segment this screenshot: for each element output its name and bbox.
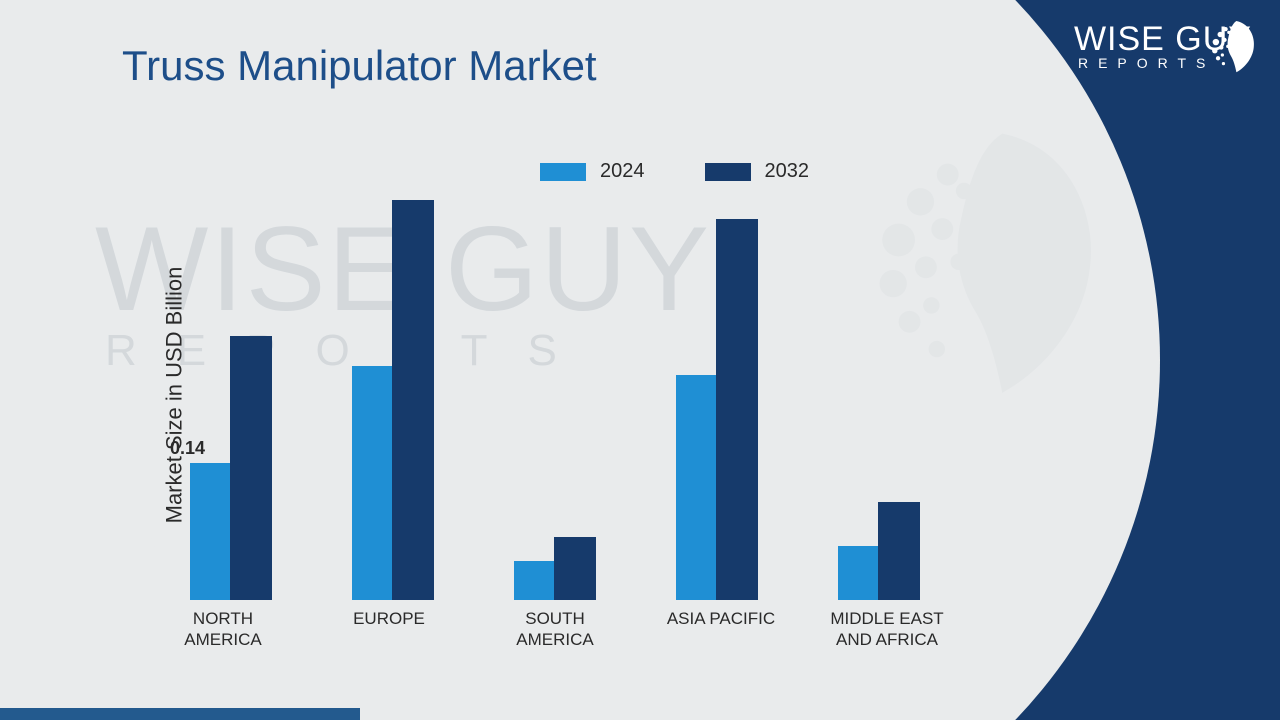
legend-swatch-2032 [705,163,751,181]
x-tick-label: EUROPE [329,600,449,651]
x-tick-label: ASIA PACIFIC [661,600,781,651]
logo-head-icon [1204,18,1258,78]
bar-2032 [392,200,434,600]
bar-2024 [190,463,232,600]
bar-group [514,537,596,600]
x-tick-label: MIDDLE EAST AND AFRICA [827,600,947,651]
bar-group [838,502,920,600]
legend-label-2032: 2032 [765,160,810,183]
legend-item-2032: 2032 [705,160,810,183]
bar-2024 [676,375,718,600]
bottom-accent-bar [0,708,360,720]
bar-group [352,200,434,600]
chart-legend: 2024 2032 [540,160,809,183]
bar-2032 [230,336,272,600]
bar-2032 [878,502,920,600]
legend-item-2024: 2024 [540,160,645,183]
brand-logo: WISE GUY REPORTS [1074,20,1252,71]
bar-2032 [554,537,596,600]
bar-group [676,219,758,600]
bar-group: 0.14 [190,336,272,600]
bar-2032 [716,219,758,600]
bar-2024 [352,366,394,600]
legend-label-2024: 2024 [600,160,645,183]
legend-swatch-2024 [540,163,586,181]
bar-2024 [514,561,556,600]
chart-title: Truss Manipulator Market [122,42,597,90]
x-axis: NORTH AMERICA EUROPE SOUTH AMERICA ASIA PAC… [140,600,970,651]
bar-data-label: 0.14 [170,438,205,459]
x-tick-label: SOUTH AMERICA [495,600,615,651]
chart-plot: 0.14 [140,190,970,600]
bar-2024 [838,546,880,600]
chart-area: Market Size in USD Billion 0.14 [100,190,970,600]
x-tick-label: NORTH AMERICA [163,600,283,651]
page-root: WISE GUY REPORTS Truss Manipulator Marke… [0,0,1280,720]
